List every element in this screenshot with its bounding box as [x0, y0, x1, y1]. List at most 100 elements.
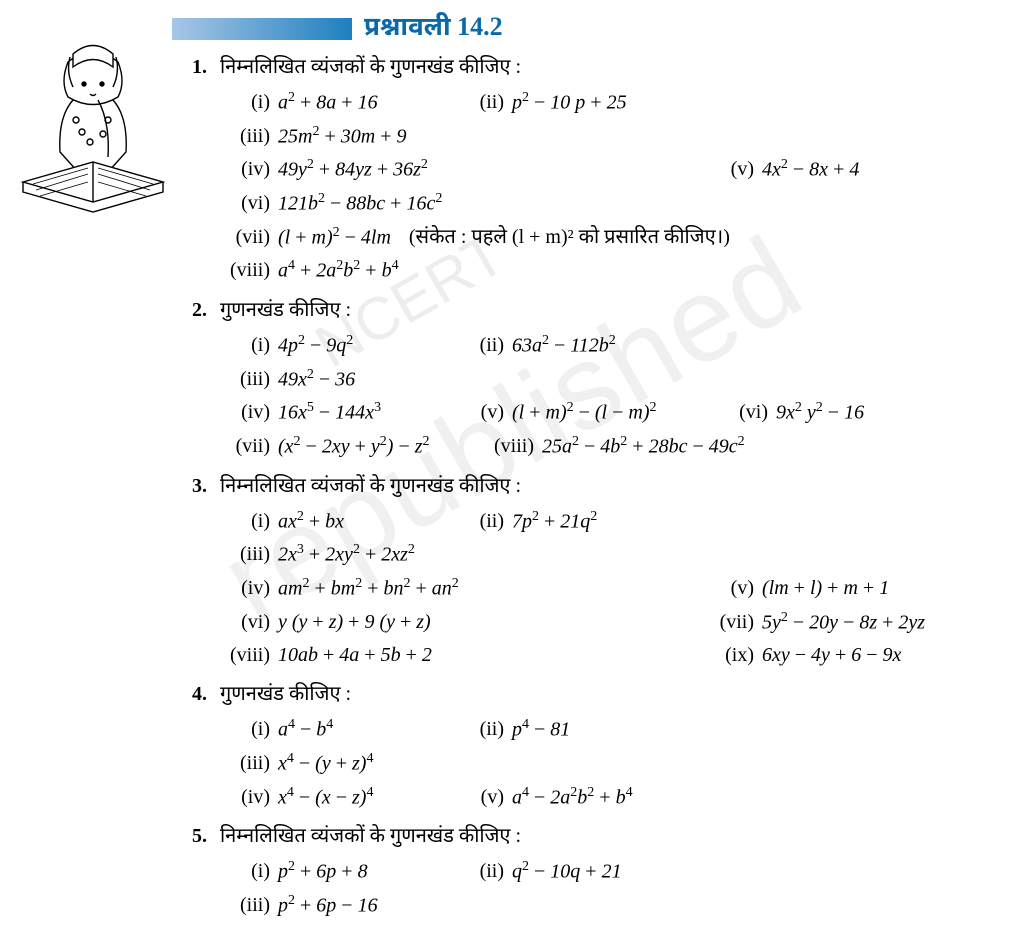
sub-item: (vi)9x2 y2 − 16	[724, 397, 944, 429]
sub-expression: a4 − 2a2b2 + b4	[512, 782, 633, 814]
question-text: गुणनखंड कीजिए :	[220, 683, 351, 705]
sub-item: (iv)am2 + bm2 + bn2 + an2	[226, 573, 696, 605]
sub-expression: p2 + 6p + 8	[278, 856, 368, 888]
question-head: 1.निम्नलिखित व्यंजकों के गुणनखंड कीजिए :	[192, 52, 994, 83]
sub-label: (vii)	[226, 222, 278, 254]
question-1: 1.निम्नलिखित व्यंजकों के गुणनखंड कीजिए :…	[192, 52, 994, 289]
sub-items: (i)4p2 − 9q2(ii)63a2 − 112b2(iii)49x2 − …	[226, 330, 994, 465]
sub-item: (vi)121b2 − 88bc + 16c2	[226, 188, 696, 220]
question-head: 2.गुणनखंड कीजिए :	[192, 295, 994, 326]
sub-expression: 49x2 − 36	[278, 364, 355, 396]
sub-expression: x4 − (y + z)4	[278, 748, 373, 780]
sub-expression: 49y2 + 84yz + 36z2	[278, 154, 428, 186]
question-number: 4.	[192, 679, 220, 710]
sub-item: (iii)25m2 + 30m + 9	[226, 121, 486, 153]
sub-expression: p2 + 6p − 16	[278, 890, 378, 922]
sub-label: (iv)	[226, 782, 278, 814]
question-number: 2.	[192, 295, 220, 326]
sub-item: (i)a4 − b4	[226, 714, 446, 746]
sub-items: (i)p2 + 6p + 8(ii)q2 − 10q + 21(iii)p2 +…	[226, 856, 994, 923]
sub-label: (ix)	[710, 640, 762, 671]
sub-label: (v)	[710, 573, 762, 605]
sub-expression: y (y + z) + 9 (y + z)	[278, 607, 431, 639]
sub-expression: x4 − (x − z)4	[278, 782, 373, 814]
sub-item: (ii)63a2 − 112b2	[460, 330, 710, 362]
sub-item: (ix)6xy − 4y + 6 − 9x	[710, 640, 970, 671]
sub-label: (v)	[710, 154, 762, 186]
sub-expression: 9x2 y2 − 16	[776, 397, 864, 429]
sub-expression: 16x5 − 144x3	[278, 397, 381, 429]
sub-item: (vii)(x2 − 2xy + y2) − z2	[226, 431, 476, 463]
sub-label: (viii)	[226, 255, 278, 287]
sub-item: (ii)p2 − 10 p + 25	[460, 87, 710, 119]
question-text: निम्नलिखित व्यंजकों के गुणनखंड कीजिए :	[220, 475, 521, 497]
sub-item: (iii)49x2 − 36	[226, 364, 486, 396]
sub-label: (viii)	[226, 640, 278, 671]
sub-expression: p2 − 10 p + 25	[512, 87, 627, 119]
sub-label: (iii)	[226, 539, 278, 571]
sub-label: (v)	[460, 782, 512, 814]
sub-label: (iii)	[226, 364, 278, 396]
sub-expression: a2 + 8a + 16	[278, 87, 378, 119]
sub-expression: (l + m)2 − 4lm	[278, 222, 391, 254]
sub-expression: a4 + 2a2b2 + b4	[278, 255, 399, 287]
sub-item: (iii)2x3 + 2xy2 + 2xz2	[226, 539, 486, 571]
sub-label: (ii)	[460, 506, 512, 538]
sub-item: (i)p2 + 6p + 8	[226, 856, 446, 888]
header-bar	[172, 18, 352, 40]
sub-expression: 63a2 − 112b2	[512, 330, 616, 362]
question-head: 4.गुणनखंड कीजिए :	[192, 679, 994, 710]
sub-item: (i)ax2 + bx	[226, 506, 446, 538]
sub-item: (viii)10ab + 4a + 5b + 2	[226, 640, 696, 671]
sub-item: (v)(lm + l) + m + 1	[710, 573, 970, 605]
sub-item: (viii)a4 + 2a2b2 + b4	[226, 255, 696, 287]
sub-label: (iii)	[226, 748, 278, 780]
sub-label: (vi)	[226, 607, 278, 639]
sub-expression: a4 − b4	[278, 714, 333, 746]
sub-expression: 2x3 + 2xy2 + 2xz2	[278, 539, 415, 571]
sub-expression: ax2 + bx	[278, 506, 344, 538]
sub-item: (v)a4 − 2a2b2 + b4	[460, 782, 710, 814]
question-number: 5.	[192, 821, 220, 852]
sub-item: (ii)7p2 + 21q2	[460, 506, 710, 538]
sub-expression: 25a2 − 4b2 + 28bc − 49c2	[542, 431, 745, 463]
sub-label: (iv)	[226, 573, 278, 605]
sub-item: (v)4x2 − 8x + 4	[710, 154, 970, 186]
sub-expression: (l + m)2 − (l − m)2	[512, 397, 657, 429]
question-2: 2.गुणनखंड कीजिए : (i)4p2 − 9q2 (ii)63a2 − …	[192, 295, 994, 465]
sub-label: (viii)	[490, 431, 542, 463]
sub-expression: p4 − 81	[512, 714, 570, 746]
sub-items: (i)a2 + 8a + 16(ii)p2 − 10 p + 25(iii)25…	[226, 87, 994, 289]
exercise-title: प्रश्नावली 14.2	[364, 12, 503, 46]
question-4: 4.गुणनखंड कीजिए : (i)a4 − b4 (ii)p4 − 81 (i…	[192, 679, 994, 815]
sub-item: (iv)49y2 + 84yz + 36z2	[226, 154, 696, 186]
sub-item: (iv)16x5 − 144x3	[226, 397, 446, 429]
sub-label: (iv)	[226, 397, 278, 429]
sub-label: (vii)	[710, 607, 762, 639]
sub-label: (i)	[226, 856, 278, 888]
sub-expression: 25m2 + 30m + 9	[278, 121, 406, 153]
question-5: 5.निम्नलिखित व्यंजकों के गुणनखंड कीजिए :…	[192, 821, 994, 923]
sub-expression: q2 − 10q + 21	[512, 856, 622, 888]
sub-item: (v)(l + m)2 − (l − m)2	[460, 397, 710, 429]
question-text: गुणनखंड कीजिए :	[220, 299, 351, 321]
sub-expression: (x2 − 2xy + y2) − z2	[278, 431, 430, 463]
sub-label: (v)	[460, 397, 512, 429]
sub-expression: 4x2 − 8x + 4	[762, 154, 859, 186]
sub-label: (ii)	[460, 856, 512, 888]
question-head: 5.निम्नलिखित व्यंजकों के गुणनखंड कीजिए :	[192, 821, 994, 852]
page: प्रश्नावली 14.2	[0, 0, 1024, 941]
sub-expression: 5y2 − 20y − 8z + 2yz	[762, 607, 925, 639]
sub-item: (i)4p2 − 9q2	[226, 330, 446, 362]
sub-label: (iii)	[226, 121, 278, 153]
sub-item: (iv)x4 − (x − z)4	[226, 782, 446, 814]
sub-expression: (lm + l) + m + 1	[762, 573, 889, 605]
sub-expression: 7p2 + 21q2	[512, 506, 597, 538]
sub-label: (ii)	[460, 714, 512, 746]
sub-items: (i)ax2 + bx(ii)7p2 + 21q2(iii)2x3 + 2xy2…	[226, 506, 994, 674]
sub-label: (i)	[226, 330, 278, 362]
question-3: 3.निम्नलिखित व्यंजकों के गुणनखंड कीजिए :…	[192, 471, 994, 674]
sub-label: (vii)	[226, 431, 278, 463]
sub-item: (i)a2 + 8a + 16	[226, 87, 446, 119]
sub-items: (i)a4 − b4(ii)p4 − 81(iii)x4 − (y + z)4(…	[226, 714, 994, 815]
